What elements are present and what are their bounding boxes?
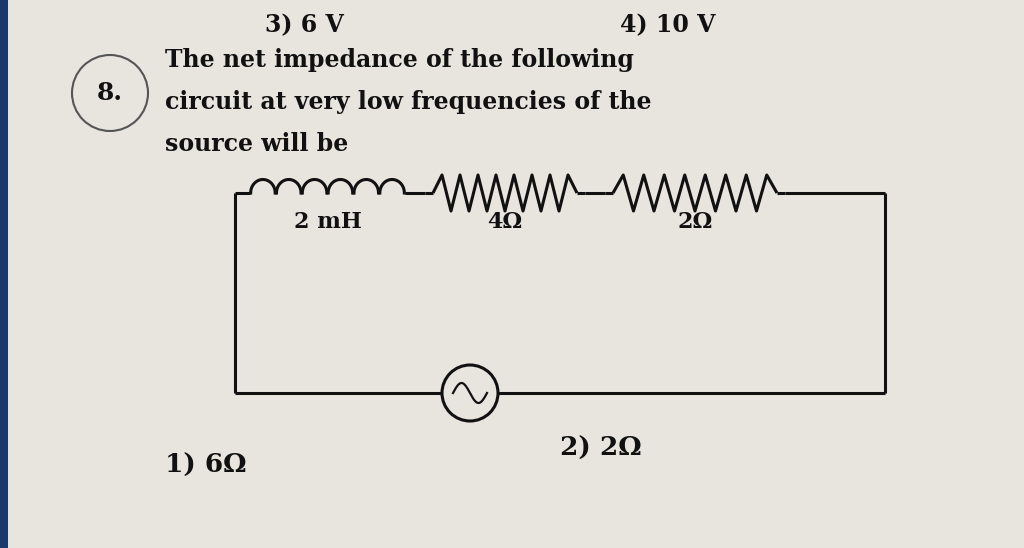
Text: 8.: 8. [97,81,123,105]
Text: 3) 6 V: 3) 6 V [265,13,344,37]
Text: 2) 2Ω: 2) 2Ω [560,436,642,461]
Text: source will be: source will be [165,132,348,156]
Text: The net impedance of the following: The net impedance of the following [165,48,634,72]
Text: circuit at very low frequencies of the: circuit at very low frequencies of the [165,90,651,114]
Text: 1) 6Ω: 1) 6Ω [165,453,247,478]
Text: 4Ω: 4Ω [487,211,522,233]
Text: 2 mH: 2 mH [294,211,361,233]
Text: 4) 10 V: 4) 10 V [620,13,716,37]
FancyBboxPatch shape [0,0,8,548]
Text: 2Ω: 2Ω [677,211,713,233]
